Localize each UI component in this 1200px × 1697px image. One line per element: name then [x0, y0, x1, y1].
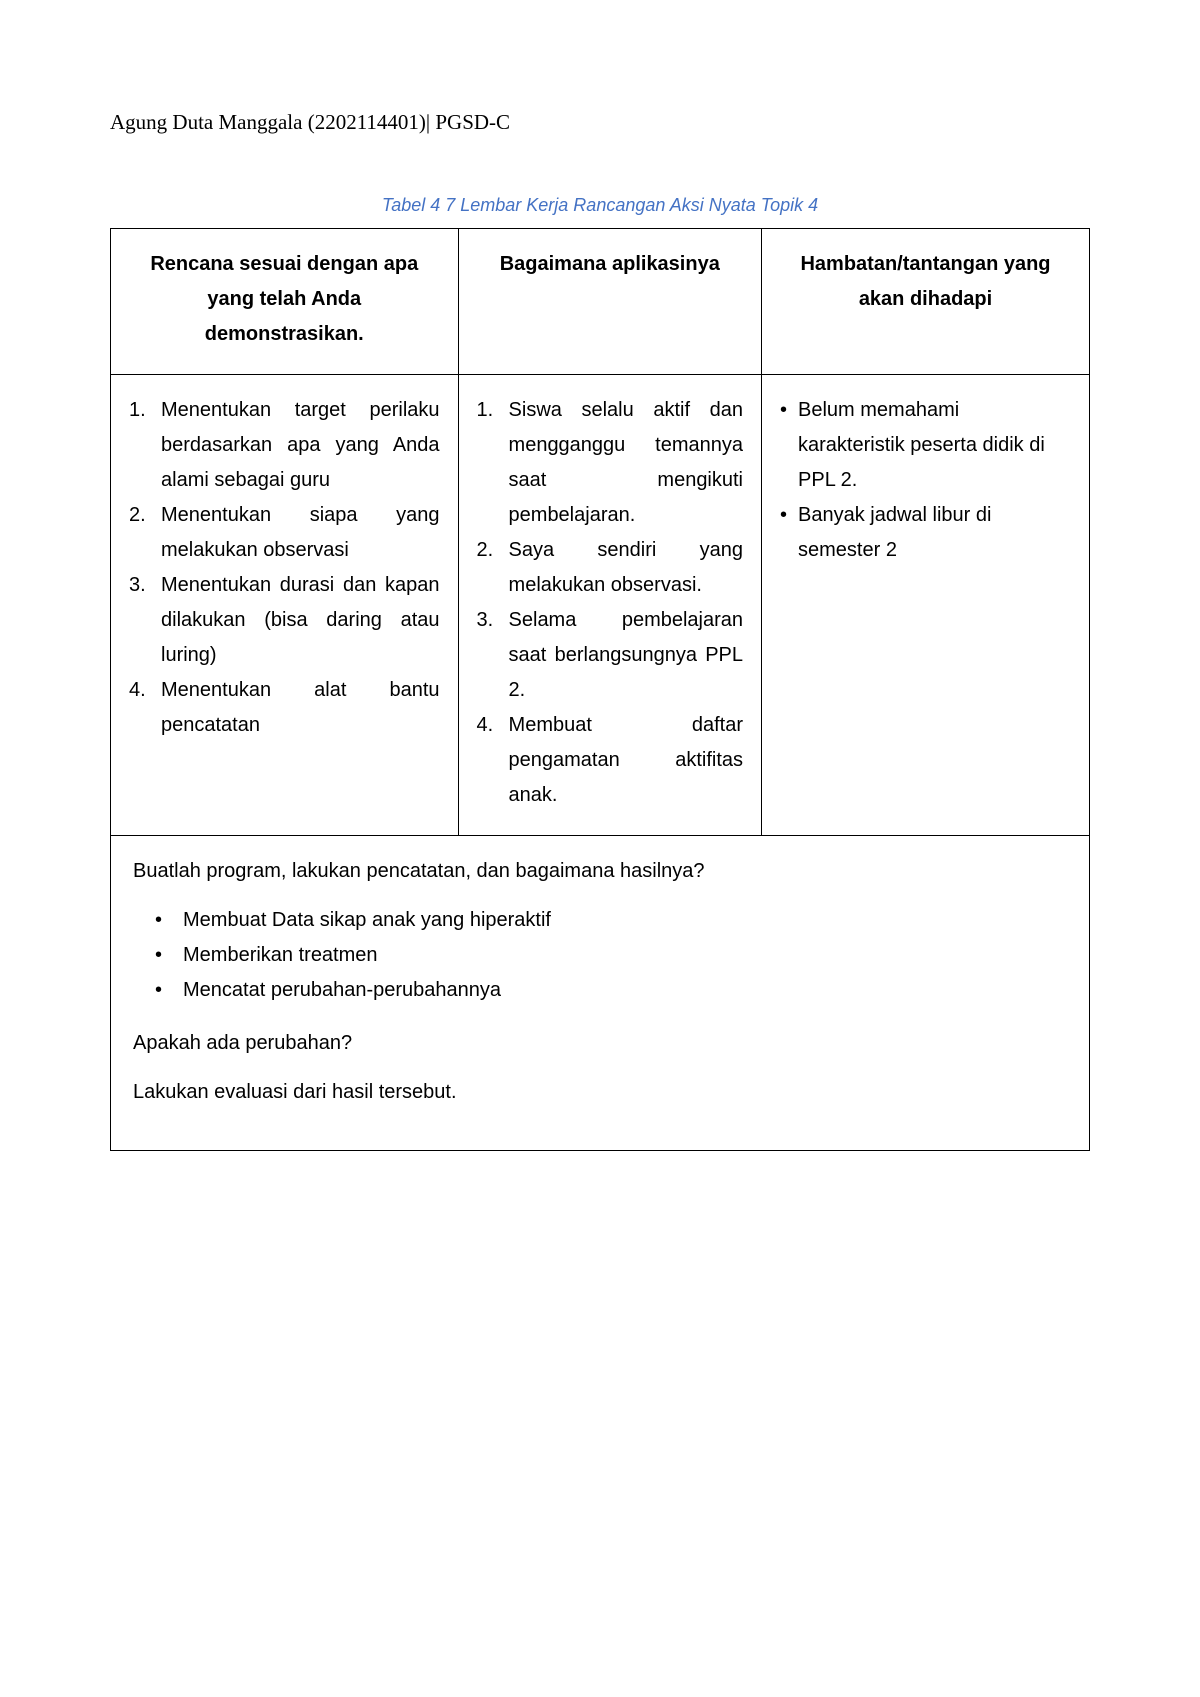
- cell-rencana: 1.Menentukan target perilaku berdasarkan…: [111, 375, 459, 836]
- table-row: Buatlah program, lakukan pencatatan, dan…: [111, 836, 1090, 1151]
- list-item: Memberikan treatmen: [155, 938, 1067, 973]
- item-text: Selama pembelajaran saat berlangsungnya …: [509, 609, 743, 701]
- table-header-row: Rencana sesuai dengan apa yang telah And…: [111, 229, 1090, 375]
- item-text: Memberikan treatmen: [183, 944, 378, 966]
- col-header-3: Hambatan/tantangan yang akan dihadapi: [762, 229, 1090, 375]
- list-item: 1.Menentukan target perilaku berdasarkan…: [129, 393, 440, 498]
- table-row: 1.Menentukan target perilaku berdasarkan…: [111, 375, 1090, 836]
- list-item: Banyak jadwal libur di semester 2: [780, 498, 1071, 568]
- item-text: Menentukan alat bantu pencatatan: [161, 679, 440, 736]
- list-item: 3.Menentukan durasi dan kapan dilakukan …: [129, 568, 440, 673]
- worksheet-table: Rencana sesuai dengan apa yang telah And…: [110, 228, 1090, 1151]
- list-item: Belum memahami karakteristik peserta did…: [780, 393, 1071, 498]
- cell-hambatan: Belum memahami karakteristik peserta did…: [762, 375, 1090, 836]
- item-text: Banyak jadwal libur di semester 2: [798, 504, 991, 561]
- list-item: 2.Saya sendiri yang melakukan observasi.: [477, 533, 743, 603]
- item-text: Membuat Data sikap anak yang hiperaktif: [183, 909, 551, 931]
- question-3: Lakukan evaluasi dari hasil tersebut.: [133, 1075, 1067, 1110]
- item-text: Mencatat perubahan-perubahannya: [183, 979, 501, 1001]
- col-header-1: Rencana sesuai dengan apa yang telah And…: [111, 229, 459, 375]
- list-item: Mencatat perubahan-perubahannya: [155, 973, 1067, 1008]
- item-text: Saya sendiri yang melakukan observasi.: [509, 539, 743, 596]
- question-1: Buatlah program, lakukan pencatatan, dan…: [133, 854, 1067, 889]
- rencana-list: 1.Menentukan target perilaku berdasarkan…: [129, 393, 440, 743]
- hambatan-list: Belum memahami karakteristik peserta did…: [780, 393, 1071, 568]
- page-header: Agung Duta Manggala (2202114401)| PGSD-C: [110, 110, 1090, 135]
- cell-bottom: Buatlah program, lakukan pencatatan, dan…: [111, 836, 1090, 1151]
- list-item: Membuat Data sikap anak yang hiperaktif: [155, 903, 1067, 938]
- program-list: Membuat Data sikap anak yang hiperaktif …: [133, 903, 1067, 1008]
- list-item: 4.Menentukan alat bantu pencatatan: [129, 673, 440, 743]
- item-text: Menentukan siapa yang melakukan observas…: [161, 504, 440, 561]
- list-item: 2.Menentukan siapa yang melakukan observ…: [129, 498, 440, 568]
- cell-aplikasi: 1.Siswa selalu aktif dan mengganggu tema…: [458, 375, 761, 836]
- table-caption: Tabel 4 7 Lembar Kerja Rancangan Aksi Ny…: [110, 195, 1090, 216]
- list-item: 1.Siswa selalu aktif dan mengganggu tema…: [477, 393, 743, 533]
- list-item: 3.Selama pembelajaran saat berlangsungny…: [477, 603, 743, 708]
- item-text: Menentukan target perilaku berdasarkan a…: [161, 399, 440, 491]
- item-text: Belum memahami karakteristik peserta did…: [798, 399, 1045, 491]
- aplikasi-list: 1.Siswa selalu aktif dan mengganggu tema…: [477, 393, 743, 813]
- list-item: 4.Membuat daftar pengamatan aktifitas an…: [477, 708, 743, 813]
- item-text: Membuat daftar pengamatan aktifitas anak…: [509, 714, 743, 806]
- item-text: Menentukan durasi dan kapan dilakukan (b…: [161, 574, 440, 666]
- item-text: Siswa selalu aktif dan mengganggu temann…: [509, 399, 743, 526]
- col-header-2: Bagaimana aplikasinya: [458, 229, 761, 375]
- question-2: Apakah ada perubahan?: [133, 1026, 1067, 1061]
